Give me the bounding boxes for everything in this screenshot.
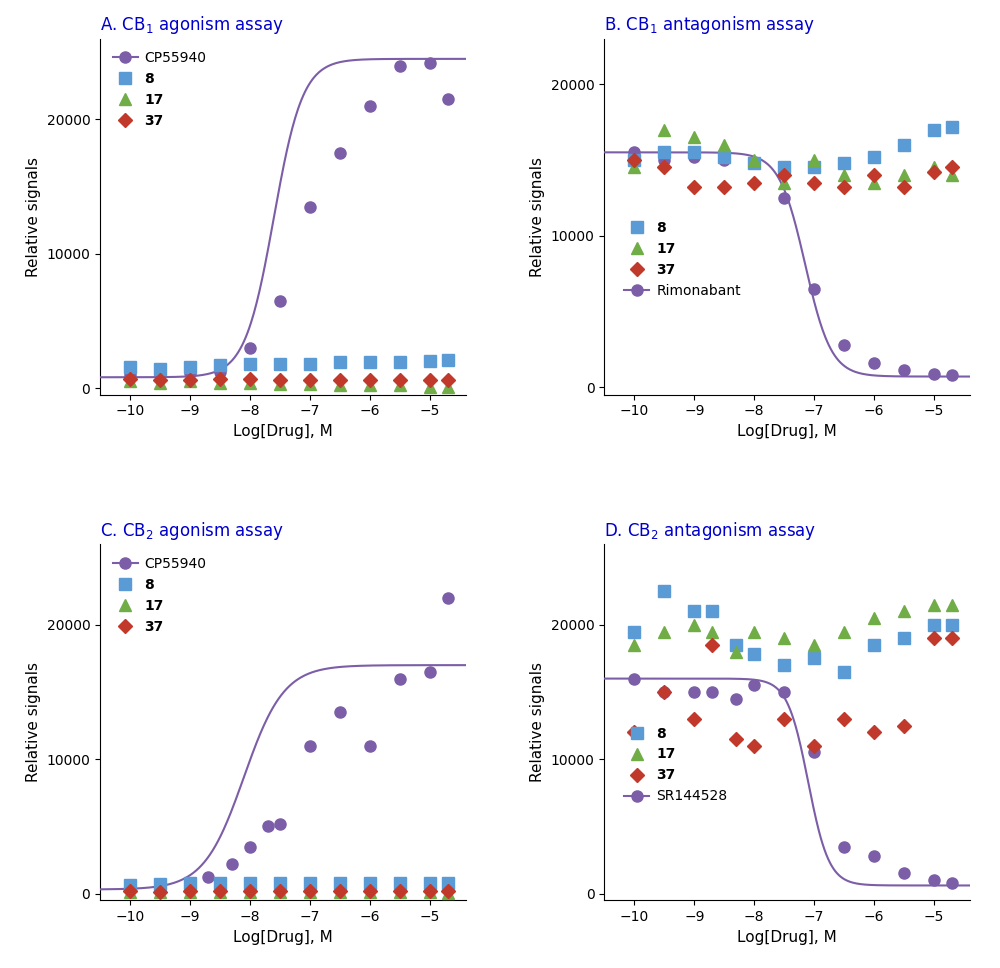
Y-axis label: Relative signals: Relative signals	[26, 157, 41, 277]
X-axis label: Log[Drug], M: Log[Drug], M	[737, 929, 837, 945]
X-axis label: Log[Drug], M: Log[Drug], M	[737, 424, 837, 439]
Text: B. CB$_1$ antagonism assay: B. CB$_1$ antagonism assay	[604, 15, 815, 37]
Text: A. CB$_1$ agonism assay: A. CB$_1$ agonism assay	[100, 15, 284, 37]
Y-axis label: Relative signals: Relative signals	[530, 157, 545, 277]
Legend: CP55940, 8, 17, 37: CP55940, 8, 17, 37	[107, 45, 212, 134]
Text: C. CB$_2$ agonism assay: C. CB$_2$ agonism assay	[100, 520, 284, 542]
Legend: 8, 17, 37, Rimonabant: 8, 17, 37, Rimonabant	[619, 216, 746, 303]
Text: D. CB$_2$ antagonism assay: D. CB$_2$ antagonism assay	[604, 520, 817, 542]
X-axis label: Log[Drug], M: Log[Drug], M	[233, 929, 333, 945]
Legend: 8, 17, 37, SR144528: 8, 17, 37, SR144528	[619, 721, 733, 809]
Legend: CP55940, 8, 17, 37: CP55940, 8, 17, 37	[107, 551, 212, 639]
X-axis label: Log[Drug], M: Log[Drug], M	[233, 424, 333, 439]
Y-axis label: Relative signals: Relative signals	[26, 662, 41, 782]
Y-axis label: Relative signals: Relative signals	[530, 662, 545, 782]
